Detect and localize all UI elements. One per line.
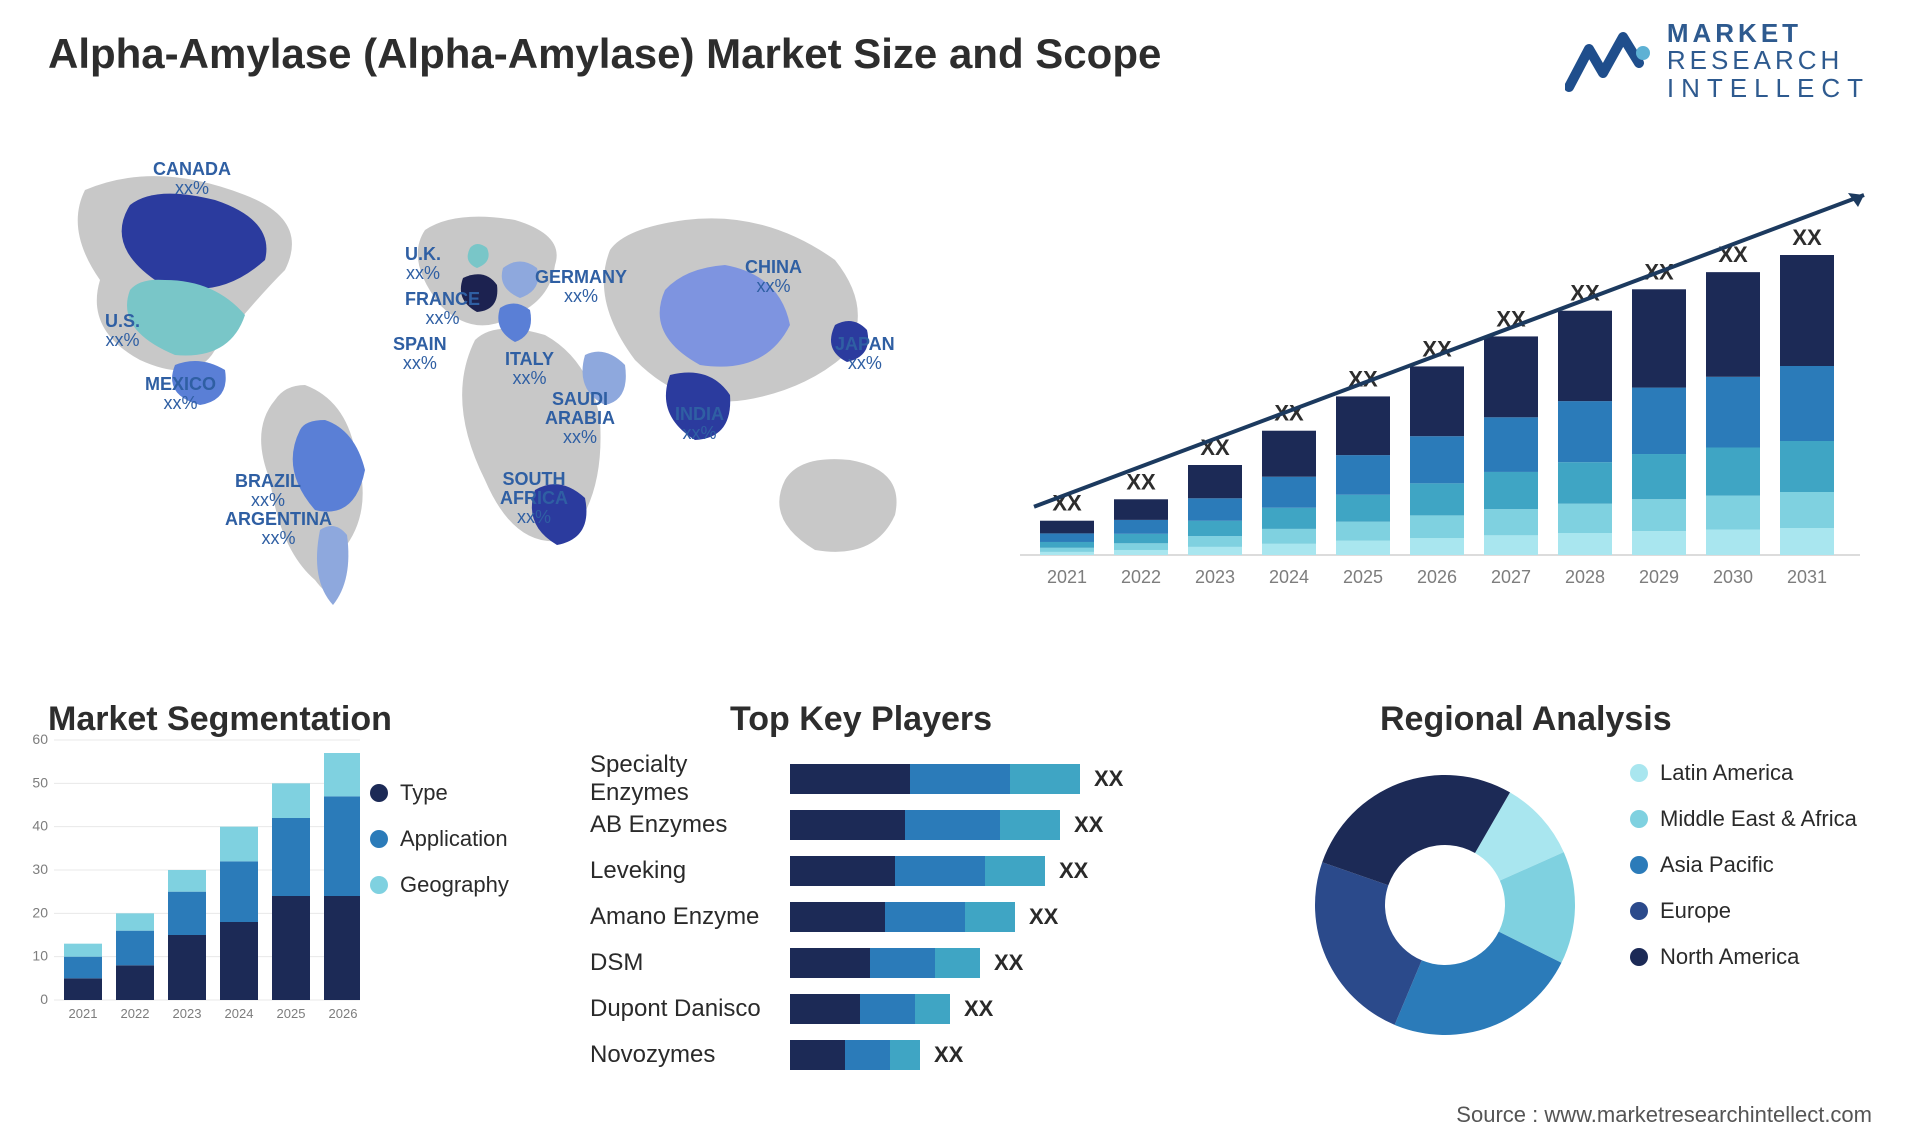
svg-text:2022: 2022 [1121, 567, 1161, 587]
map-label: SPAINxx% [393, 335, 447, 373]
svg-text:2024: 2024 [1269, 567, 1309, 587]
map-label: CANADAxx% [153, 160, 231, 198]
player-bar [790, 764, 1080, 794]
map-label: FRANCExx% [405, 290, 480, 328]
svg-text:XX: XX [1792, 225, 1822, 250]
player-row: AB Enzymes XX [590, 802, 1270, 848]
svg-text:2023: 2023 [173, 1006, 202, 1021]
svg-text:2024: 2024 [225, 1006, 254, 1021]
legend-item: Geography [370, 872, 509, 898]
map-label: JAPANxx% [835, 335, 895, 373]
map-label: U.K.xx% [405, 245, 441, 283]
svg-text:2022: 2022 [121, 1006, 150, 1021]
svg-text:2021: 2021 [69, 1006, 98, 1021]
map-label: GERMANYxx% [535, 268, 627, 306]
logo-mark-icon [1565, 27, 1655, 95]
player-label: AB Enzymes [590, 811, 790, 839]
segmentation-chart-svg: 0 10 20 30 40 50 60 2021 2022 2023 2024 2025 2026 [20, 720, 360, 1030]
map-label: ARGENTINAxx% [225, 510, 332, 548]
svg-text:2023: 2023 [1195, 567, 1235, 587]
growth-chart: XX2021XX2022XX2023XX2024XX2025XX2026XX20… [1000, 145, 1870, 615]
player-label: Novozymes [590, 1041, 790, 1069]
growth-chart-svg: XX2021XX2022XX2023XX2024XX2025XX2026XX20… [1000, 145, 1870, 615]
legend-item: Middle East & Africa [1630, 806, 1857, 832]
logo-text: MARKET RESEARCH INTELLECT [1667, 20, 1870, 102]
svg-text:50: 50 [32, 774, 48, 790]
svg-text:10: 10 [32, 948, 48, 964]
logo-line3: INTELLECT [1667, 75, 1870, 102]
map-label: MEXICOxx% [145, 375, 216, 413]
player-value: XX [1094, 766, 1123, 792]
svg-text:2027: 2027 [1491, 567, 1531, 587]
legend-item: North America [1630, 944, 1857, 970]
player-value: XX [994, 950, 1023, 976]
legend-item: Type [370, 780, 509, 806]
svg-text:2025: 2025 [277, 1006, 306, 1021]
segmentation-chart: 0 10 20 30 40 50 60 2021 2022 2023 2024 2025 2026 Ty… [20, 720, 560, 1100]
svg-text:30: 30 [32, 861, 48, 877]
map-label: INDIAxx% [675, 405, 724, 443]
player-row: Dupont Danisco XX [590, 986, 1270, 1032]
map-label: SOUTHAFRICAxx% [500, 470, 568, 527]
player-row: Novozymes XX [590, 1032, 1270, 1078]
regional-chart: Latin America Middle East & Africa Asia Pa… [1290, 700, 1890, 1100]
world-map: CANADAxx% U.S.xx%MEXICOxx% BRAZILxx%ARGENT… [45, 150, 945, 650]
svg-text:40: 40 [32, 818, 48, 834]
player-bar [790, 948, 980, 978]
brand-logo: MARKET RESEARCH INTELLECT [1565, 20, 1870, 102]
player-bar [790, 1040, 920, 1070]
svg-text:2026: 2026 [329, 1006, 358, 1021]
svg-text:20: 20 [32, 904, 48, 920]
player-label: Amano Enzyme [590, 903, 790, 931]
player-bar [790, 994, 950, 1024]
players-chart: Specialty EnzymesXXAB EnzymesXXLevekingX… [590, 700, 1270, 1100]
map-label: SAUDIARABIAxx% [545, 390, 615, 447]
svg-text:2031: 2031 [1787, 567, 1827, 587]
svg-text:2029: 2029 [1639, 567, 1679, 587]
logo-line1: MARKET [1667, 20, 1870, 47]
legend-item: Application [370, 826, 509, 852]
segmentation-legend: Type Application Geography [370, 780, 509, 918]
player-row: Specialty EnzymesXX [590, 756, 1270, 802]
svg-text:2021: 2021 [1047, 567, 1087, 587]
player-value: XX [1074, 812, 1103, 838]
player-value: XX [1029, 904, 1058, 930]
player-bar [790, 856, 1045, 886]
regional-donut-svg [1280, 740, 1610, 1070]
player-row: Amano Enzyme XX [590, 894, 1270, 940]
player-row: DSM XX [590, 940, 1270, 986]
map-label: BRAZILxx% [235, 472, 301, 510]
svg-text:2028: 2028 [1565, 567, 1605, 587]
svg-text:2030: 2030 [1713, 567, 1753, 587]
player-label: Dupont Danisco [590, 995, 790, 1023]
logo-line2: RESEARCH [1667, 47, 1870, 74]
map-label: ITALYxx% [505, 350, 554, 388]
page-title: Alpha-Amylase (Alpha-Amylase) Market Siz… [48, 30, 1161, 78]
player-value: XX [1059, 858, 1088, 884]
svg-text:0: 0 [40, 991, 48, 1007]
player-bar [790, 902, 1015, 932]
map-label: CHINAxx% [745, 258, 802, 296]
svg-text:XX: XX [1126, 469, 1156, 494]
player-bar [790, 810, 1060, 840]
player-value: XX [934, 1042, 963, 1068]
player-value: XX [964, 996, 993, 1022]
player-label: Leveking [590, 857, 790, 885]
legend-item: Asia Pacific [1630, 852, 1857, 878]
source-text: Source : www.marketresearchintellect.com [1456, 1102, 1872, 1128]
player-row: Leveking XX [590, 848, 1270, 894]
svg-text:2025: 2025 [1343, 567, 1383, 587]
legend-item: Europe [1630, 898, 1857, 924]
svg-text:60: 60 [32, 731, 48, 747]
player-label: DSM [590, 949, 790, 977]
legend-item: Latin America [1630, 760, 1857, 786]
map-label: U.S.xx% [105, 312, 140, 350]
player-label: Specialty Enzymes [590, 751, 790, 807]
svg-text:2026: 2026 [1417, 567, 1457, 587]
regional-legend: Latin America Middle East & Africa Asia Pa… [1630, 760, 1857, 990]
